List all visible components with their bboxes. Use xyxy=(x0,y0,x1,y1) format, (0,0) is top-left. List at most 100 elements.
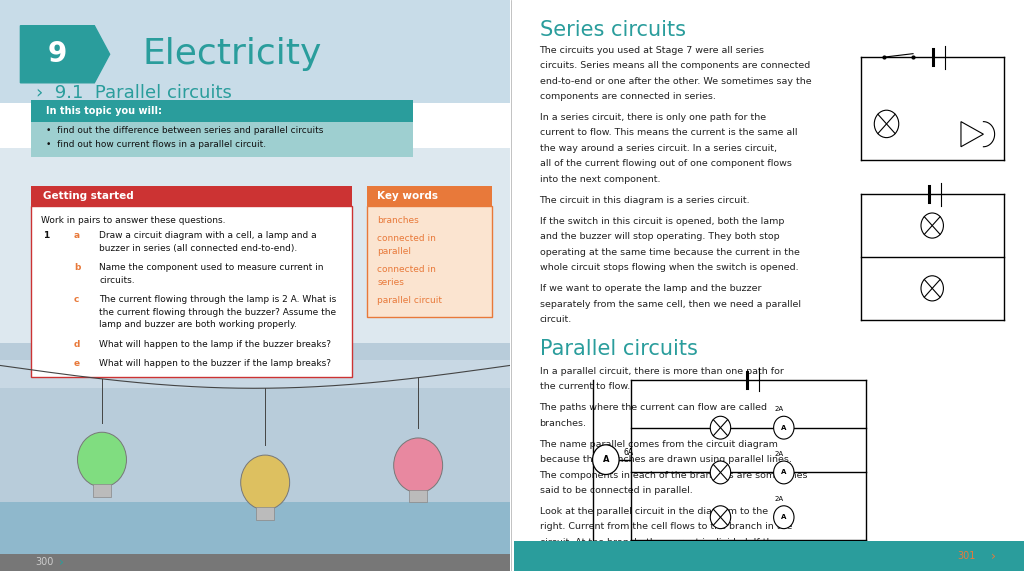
Text: branches.: branches. xyxy=(540,419,587,428)
Text: What will happen to the buzzer if the lamp breaks?: What will happen to the buzzer if the la… xyxy=(99,359,332,368)
FancyBboxPatch shape xyxy=(93,484,112,497)
Circle shape xyxy=(874,110,899,138)
Text: d: d xyxy=(74,340,80,349)
Circle shape xyxy=(921,213,943,238)
Text: buzzer in series (all connected end-to-end).: buzzer in series (all connected end-to-e… xyxy=(99,244,298,253)
Text: 6A: 6A xyxy=(624,448,633,457)
Text: lamp and buzzer are both working properly.: lamp and buzzer are both working properl… xyxy=(99,320,297,329)
FancyBboxPatch shape xyxy=(31,100,413,122)
Text: e: e xyxy=(74,359,80,368)
Text: branches: branches xyxy=(378,216,419,225)
Circle shape xyxy=(711,461,731,484)
Text: into the next component.: into the next component. xyxy=(540,175,660,184)
Text: parallel: parallel xyxy=(378,247,412,256)
Text: equally between them.: equally between them. xyxy=(540,569,649,571)
Polygon shape xyxy=(961,122,983,147)
Text: A: A xyxy=(781,425,786,431)
Text: In this topic you will:: In this topic you will: xyxy=(46,106,162,116)
Circle shape xyxy=(921,276,943,301)
Text: 9: 9 xyxy=(47,40,67,69)
Text: 1: 1 xyxy=(43,231,49,240)
Polygon shape xyxy=(20,26,110,83)
Circle shape xyxy=(711,416,731,439)
FancyBboxPatch shape xyxy=(31,186,352,206)
Text: A: A xyxy=(781,469,786,476)
FancyBboxPatch shape xyxy=(0,0,510,103)
FancyBboxPatch shape xyxy=(0,554,510,571)
Text: the current flowing through the buzzer? Assume the: the current flowing through the buzzer? … xyxy=(99,308,337,317)
FancyBboxPatch shape xyxy=(409,490,427,502)
FancyBboxPatch shape xyxy=(368,206,493,317)
Text: parallel circuit: parallel circuit xyxy=(378,296,442,305)
Text: Draw a circuit diagram with a cell, a lamp and a: Draw a circuit diagram with a cell, a la… xyxy=(99,231,317,240)
Text: A: A xyxy=(602,455,609,464)
Text: A: A xyxy=(781,514,786,520)
Text: ›: › xyxy=(58,556,63,569)
Text: a: a xyxy=(74,231,80,240)
Text: components are connected in series.: components are connected in series. xyxy=(540,92,716,101)
Text: The name parallel comes from the circuit diagram: The name parallel comes from the circuit… xyxy=(540,440,778,449)
Circle shape xyxy=(241,455,290,510)
FancyBboxPatch shape xyxy=(514,541,1024,571)
FancyBboxPatch shape xyxy=(0,343,510,554)
FancyBboxPatch shape xyxy=(368,186,493,206)
Text: whole circuit stops flowing when the switch is opened.: whole circuit stops flowing when the swi… xyxy=(540,263,798,272)
Text: 300: 300 xyxy=(36,557,54,568)
Text: circuits. Series means all the components are connected: circuits. Series means all the component… xyxy=(540,61,810,70)
Text: Parallel circuits: Parallel circuits xyxy=(540,339,697,359)
Circle shape xyxy=(773,461,794,484)
Text: circuit.: circuit. xyxy=(540,315,571,324)
Text: The current flowing through the lamp is 2 A. What is: The current flowing through the lamp is … xyxy=(99,295,337,304)
FancyBboxPatch shape xyxy=(31,122,413,157)
Text: •  find out the difference between series and parallel circuits: • find out the difference between series… xyxy=(46,126,324,135)
Text: If the switch in this circuit is opened, both the lamp: If the switch in this circuit is opened,… xyxy=(540,217,784,226)
Text: two lamps are the same, the current will be divided: two lamps are the same, the current will… xyxy=(540,553,785,562)
FancyBboxPatch shape xyxy=(0,148,510,405)
Text: c: c xyxy=(74,295,79,304)
Text: the way around a series circuit. In a series circuit,: the way around a series circuit. In a se… xyxy=(540,144,776,153)
Text: circuit. At the branch, the current is divided. If the: circuit. At the branch, the current is d… xyxy=(540,538,778,547)
Text: Electricity: Electricity xyxy=(142,37,323,71)
Text: ›  9.1  Parallel circuits: › 9.1 Parallel circuits xyxy=(36,83,231,102)
Text: series: series xyxy=(378,278,404,287)
Circle shape xyxy=(593,445,620,475)
Text: right. Current from the cell flows to the branch in the: right. Current from the cell flows to th… xyxy=(540,522,792,532)
Text: and the buzzer will stop operating. They both stop: and the buzzer will stop operating. They… xyxy=(540,232,779,242)
Text: ›: › xyxy=(991,550,996,562)
Text: because the branches are drawn using parallel lines.: because the branches are drawn using par… xyxy=(540,455,792,464)
Circle shape xyxy=(393,438,442,493)
Text: connected in: connected in xyxy=(378,265,436,274)
FancyBboxPatch shape xyxy=(0,360,510,388)
Text: circuits.: circuits. xyxy=(99,276,135,285)
Text: all of the current flowing out of one component flows: all of the current flowing out of one co… xyxy=(540,159,792,168)
Text: The paths where the current can flow are called: The paths where the current can flow are… xyxy=(540,403,768,412)
Circle shape xyxy=(78,432,127,487)
Text: •  find out how current flows in a parallel circuit.: • find out how current flows in a parall… xyxy=(46,140,266,149)
Text: Look at the parallel circuit in the diagram to the: Look at the parallel circuit in the diag… xyxy=(540,507,768,516)
Text: 301: 301 xyxy=(957,551,976,561)
Text: said to be connected in parallel.: said to be connected in parallel. xyxy=(540,486,692,495)
Text: current to flow. This means the current is the same all: current to flow. This means the current … xyxy=(540,128,797,138)
Text: 2A: 2A xyxy=(774,451,783,457)
Text: 2A: 2A xyxy=(774,407,783,412)
Text: In a series circuit, there is only one path for the: In a series circuit, there is only one p… xyxy=(540,113,766,122)
Text: Series circuits: Series circuits xyxy=(540,20,685,40)
Text: In a parallel circuit, there is more than one path for: In a parallel circuit, there is more tha… xyxy=(540,367,783,376)
Text: connected in: connected in xyxy=(378,234,436,243)
Text: Key words: Key words xyxy=(378,191,438,200)
Text: Getting started: Getting started xyxy=(43,191,134,200)
Text: Work in pairs to answer these questions.: Work in pairs to answer these questions. xyxy=(41,216,225,225)
Text: separately from the same cell, then we need a parallel: separately from the same cell, then we n… xyxy=(540,300,801,309)
FancyBboxPatch shape xyxy=(256,507,274,520)
Text: The circuits you used at Stage 7 were all series: The circuits you used at Stage 7 were al… xyxy=(540,46,765,55)
Text: If we want to operate the lamp and the buzzer: If we want to operate the lamp and the b… xyxy=(540,284,761,293)
Text: 2A: 2A xyxy=(774,496,783,502)
Text: b: b xyxy=(74,263,80,272)
Text: operating at the same time because the current in the: operating at the same time because the c… xyxy=(540,248,800,257)
Text: The circuit in this diagram is a series circuit.: The circuit in this diagram is a series … xyxy=(540,196,751,205)
Text: the current to flow.: the current to flow. xyxy=(540,382,630,391)
FancyBboxPatch shape xyxy=(31,206,352,377)
Text: Name the component used to measure current in: Name the component used to measure curre… xyxy=(99,263,324,272)
Text: The components in each of the branches are sometimes: The components in each of the branches a… xyxy=(540,471,808,480)
Circle shape xyxy=(773,506,794,529)
